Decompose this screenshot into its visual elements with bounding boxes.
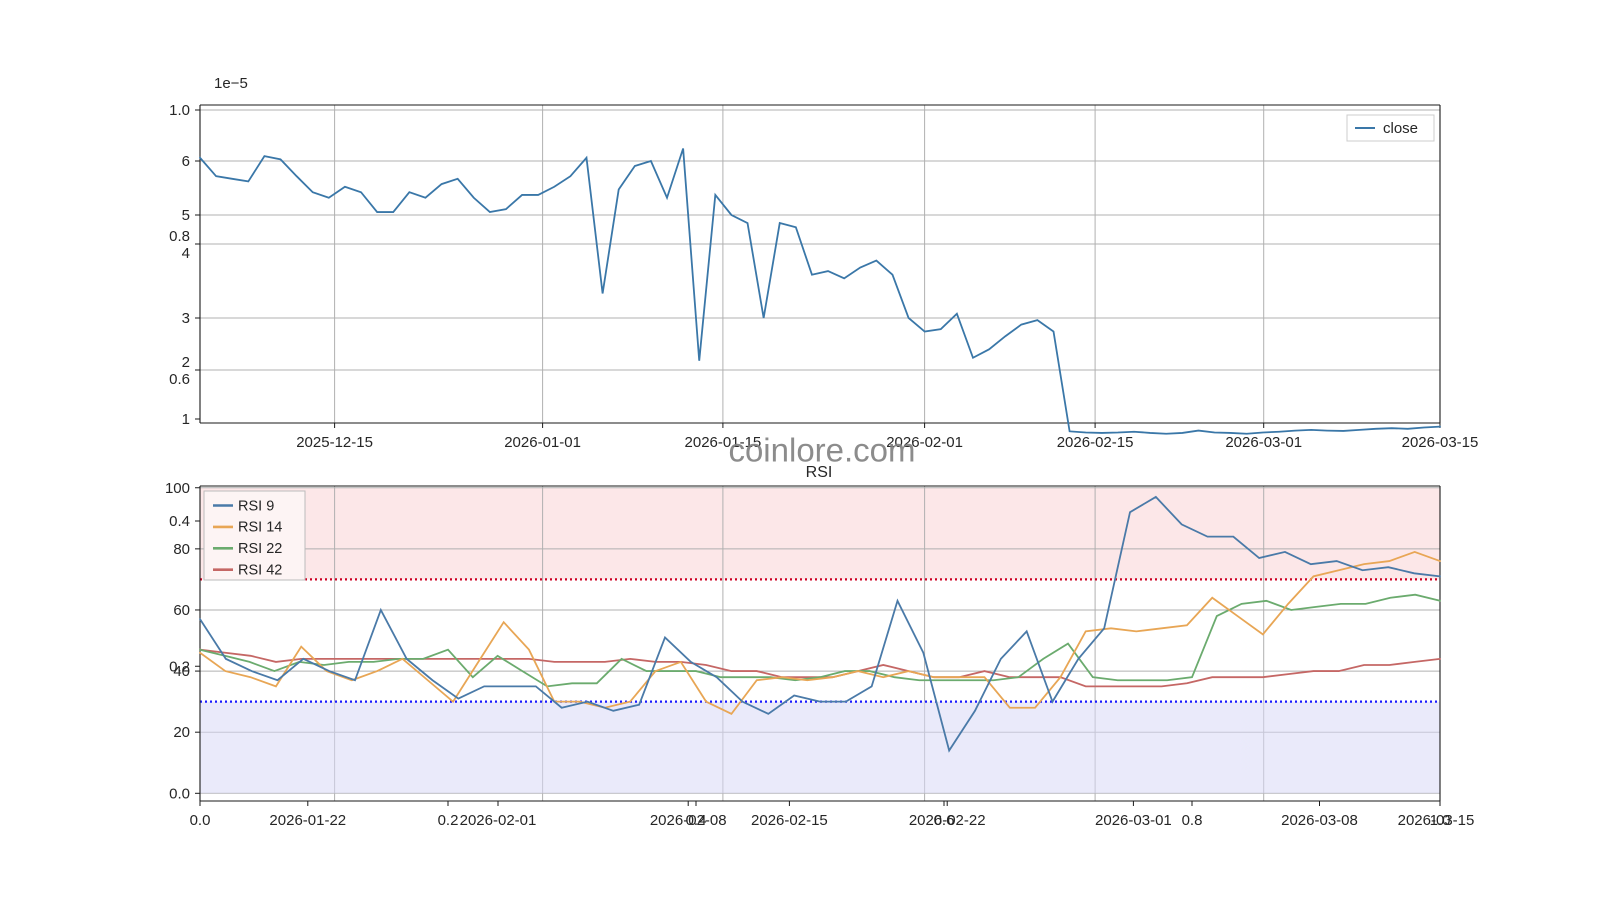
svg-text:4: 4 [182,245,190,262]
svg-text:2026-03-01: 2026-03-01 [1095,812,1172,829]
svg-text:2026-03-08: 2026-03-08 [1281,812,1358,829]
svg-text:60: 60 [173,602,190,619]
svg-text:0.0: 0.0 [190,812,211,829]
svg-text:1.0: 1.0 [169,102,190,119]
svg-text:1e−5: 1e−5 [214,75,248,92]
svg-text:40: 40 [173,663,190,680]
svg-text:2025-12-15: 2025-12-15 [296,434,373,451]
svg-text:0.4: 0.4 [169,513,190,530]
svg-text:80: 80 [173,541,190,558]
svg-text:2026-02-15: 2026-02-15 [751,812,828,829]
svg-text:coinlore.com: coinlore.com [728,432,915,469]
svg-text:2026-02-01: 2026-02-01 [460,812,537,829]
svg-text:RSI 14: RSI 14 [238,520,282,536]
svg-text:0.8: 0.8 [169,228,190,245]
svg-text:2026-01-22: 2026-01-22 [269,812,346,829]
svg-text:RSI 9: RSI 9 [238,498,274,514]
svg-text:2026-02-15: 2026-02-15 [1057,434,1134,451]
svg-text:1: 1 [182,411,190,428]
svg-text:2026-01-01: 2026-01-01 [504,434,581,451]
svg-text:RSI 22: RSI 22 [238,541,282,557]
svg-text:5: 5 [182,207,190,224]
svg-text:close: close [1383,120,1418,137]
svg-text:0.8: 0.8 [1182,812,1203,829]
svg-text:0.2: 0.2 [438,812,459,829]
svg-text:1.0: 1.0 [1430,812,1451,829]
svg-text:0.4: 0.4 [686,812,707,829]
svg-text:0.0: 0.0 [169,785,190,802]
svg-text:2: 2 [182,354,190,371]
svg-text:2026-03-15: 2026-03-15 [1402,434,1479,451]
svg-text:20: 20 [173,724,190,741]
svg-text:RSI 42: RSI 42 [238,563,282,579]
svg-text:0.6: 0.6 [934,812,955,829]
svg-text:2026-03-01: 2026-03-01 [1225,434,1302,451]
svg-text:0.6: 0.6 [169,371,190,388]
svg-text:3: 3 [182,310,190,327]
svg-text:6: 6 [182,153,190,170]
svg-text:RSI: RSI [806,464,833,481]
svg-text:100: 100 [165,480,190,497]
